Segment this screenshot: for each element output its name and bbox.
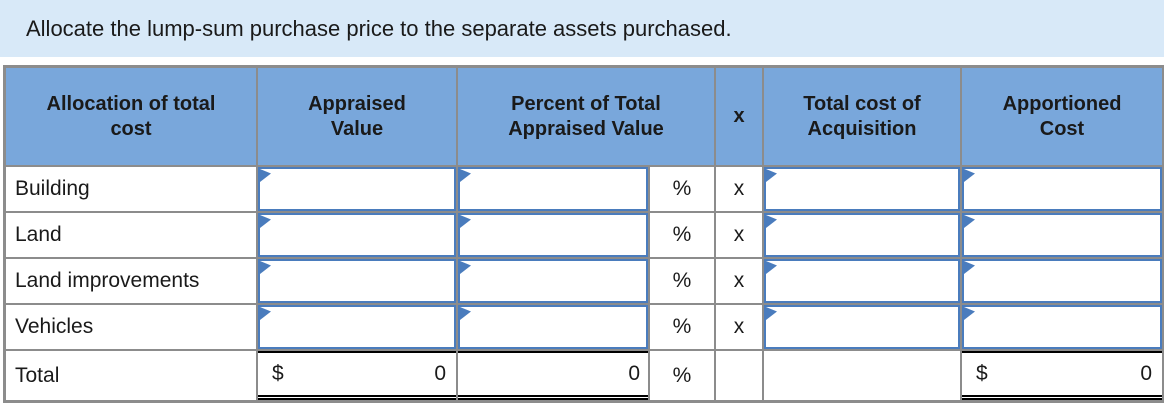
currency-symbol: $ [272,362,284,385]
empty-cell [764,351,960,400]
appraised-value-input-land-improvements[interactable] [258,259,456,303]
row-label-land: Land [6,213,256,257]
cell-marker-icon [260,215,271,228]
total-percent-amount: 0 [628,362,640,385]
row-label-total: Total [6,351,256,400]
cell-marker-icon [766,261,777,274]
total-appraised-amount: 0 [434,362,446,385]
percent-symbol: % [650,305,714,349]
instruction-text: Allocate the lump-sum purchase price to … [26,15,732,41]
percent-symbol: % [650,259,714,303]
cell-marker-icon [460,169,471,182]
total-cost-input-vehicles[interactable] [764,305,960,349]
percent-input-building[interactable] [458,167,648,211]
multiply-sign: x [716,213,762,257]
header-percent-of-total-appraised-value: Percent of Total Appraised Value [458,68,714,165]
header-appraised-value: Appraised Value [258,68,456,165]
row-label-building: Building [6,167,256,211]
appraised-value-input-land[interactable] [258,213,456,257]
cell-marker-icon [460,261,471,274]
cell-marker-icon [260,261,271,274]
instruction-banner: Allocate the lump-sum purchase price to … [0,0,1164,57]
apportioned-cost-input-building[interactable] [962,167,1162,211]
cell-marker-icon [260,169,271,182]
multiply-sign: x [716,259,762,303]
apportioned-cost-input-land-improvements[interactable] [962,259,1162,303]
total-apportioned-amount: 0 [1140,362,1152,385]
cell-marker-icon [964,261,975,274]
cell-marker-icon [460,215,471,228]
total-cost-input-land-improvements[interactable] [764,259,960,303]
cell-marker-icon [964,169,975,182]
multiply-sign: x [716,305,762,349]
apportioned-cost-input-land[interactable] [962,213,1162,257]
row-label-land-improvements: Land improvements [6,259,256,303]
apportioned-cost-input-vehicles[interactable] [962,305,1162,349]
empty-cell [716,351,762,400]
percent-input-land[interactable] [458,213,648,257]
cell-marker-icon [766,215,777,228]
cell-marker-icon [260,307,271,320]
cell-marker-icon [766,307,777,320]
percent-symbol: % [650,351,714,400]
multiply-sign: x [716,167,762,211]
allocation-table: Allocation of total cost Appraised Value… [3,65,1164,403]
appraised-value-input-vehicles[interactable] [258,305,456,349]
cell-marker-icon [964,307,975,320]
header-total-cost-of-acquisition: Total cost of Acquisition [764,68,960,165]
total-cost-input-building[interactable] [764,167,960,211]
percent-total: 0 [458,351,648,400]
total-cost-input-land[interactable] [764,213,960,257]
cell-marker-icon [964,215,975,228]
currency-symbol: $ [976,362,988,385]
apportioned-cost-total: $ 0 [962,351,1162,400]
appraised-value-total: $ 0 [258,351,456,400]
cell-marker-icon [460,307,471,320]
appraised-value-input-building[interactable] [258,167,456,211]
percent-input-vehicles[interactable] [458,305,648,349]
percent-input-land-improvements[interactable] [458,259,648,303]
header-allocation-of-total-cost: Allocation of total cost [6,68,256,165]
percent-symbol: % [650,167,714,211]
percent-symbol: % [650,213,714,257]
header-multiply: x [716,68,762,165]
cell-marker-icon [766,169,777,182]
header-apportioned-cost: Apportioned Cost [962,68,1162,165]
row-label-vehicles: Vehicles [6,305,256,349]
